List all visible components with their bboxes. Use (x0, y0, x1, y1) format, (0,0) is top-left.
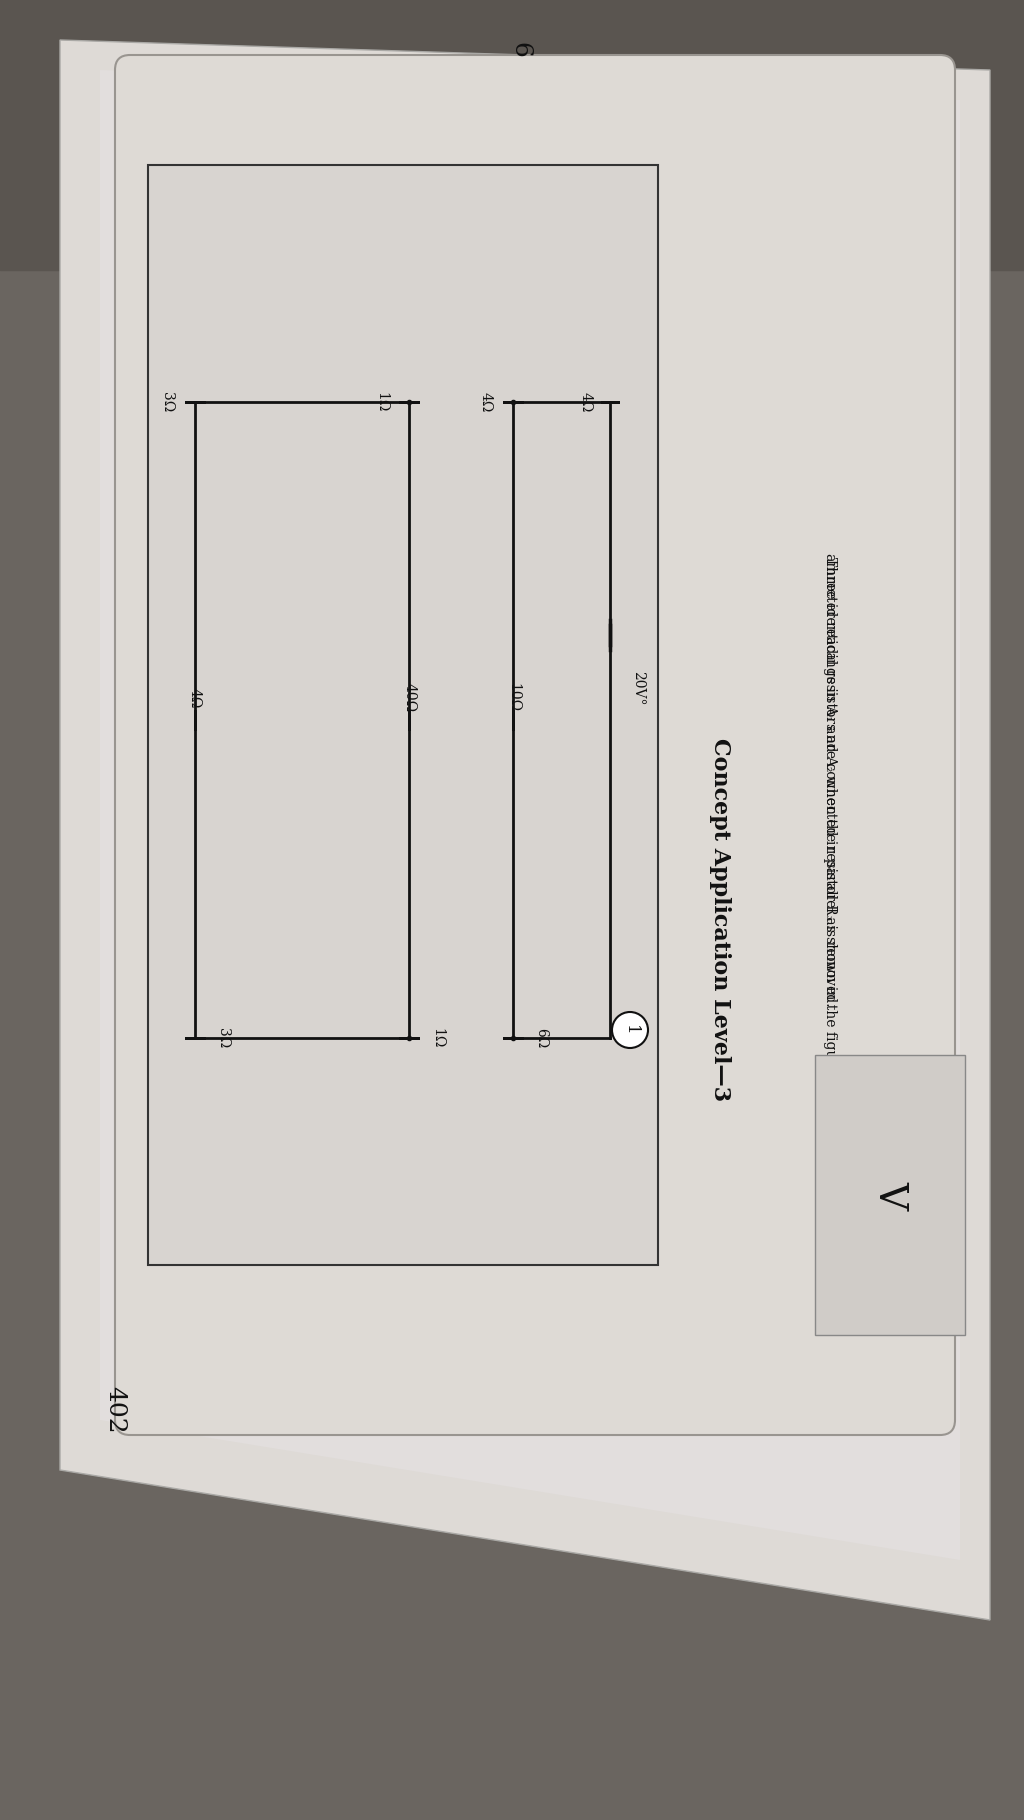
Text: ammeter readings in A₁ and A₂ when the resistor R₃ is removed.: ammeter readings in A₁ and A₂ when the r… (823, 553, 837, 1006)
Text: 1: 1 (622, 1025, 639, 1036)
Circle shape (612, 1012, 648, 1048)
Text: 402: 402 (103, 1387, 127, 1434)
FancyBboxPatch shape (115, 55, 955, 1434)
Text: 10Ω: 10Ω (506, 684, 520, 713)
Text: 40Ω: 40Ω (402, 684, 417, 713)
Text: Three identical resistors are connected in parallel as shown in the figure. Expl: Three identical resistors are connected … (823, 557, 837, 1283)
Text: 4Ω: 4Ω (187, 688, 202, 708)
Text: 1Ω: 1Ω (430, 1028, 444, 1048)
Text: 6Ω: 6Ω (535, 1028, 549, 1048)
Text: 4Ω: 4Ω (579, 391, 592, 411)
FancyBboxPatch shape (815, 1056, 965, 1336)
FancyBboxPatch shape (148, 166, 658, 1265)
Text: V: V (871, 1181, 908, 1208)
Text: 4Ω: 4Ω (478, 391, 493, 411)
Polygon shape (100, 69, 961, 1560)
Text: 3Ω: 3Ω (160, 391, 174, 411)
Text: 3Ω: 3Ω (216, 1028, 229, 1048)
Text: In the given circuit, find the power dissipated in the 6Ω resistance.: In the given circuit, find the power dis… (613, 582, 627, 1057)
Text: Concept Application Level—3: Concept Application Level—3 (709, 739, 731, 1101)
Text: 20V°: 20V° (631, 672, 645, 706)
Polygon shape (60, 40, 990, 1620)
Text: 6: 6 (509, 42, 531, 58)
Text: 1Ω: 1Ω (375, 391, 388, 411)
